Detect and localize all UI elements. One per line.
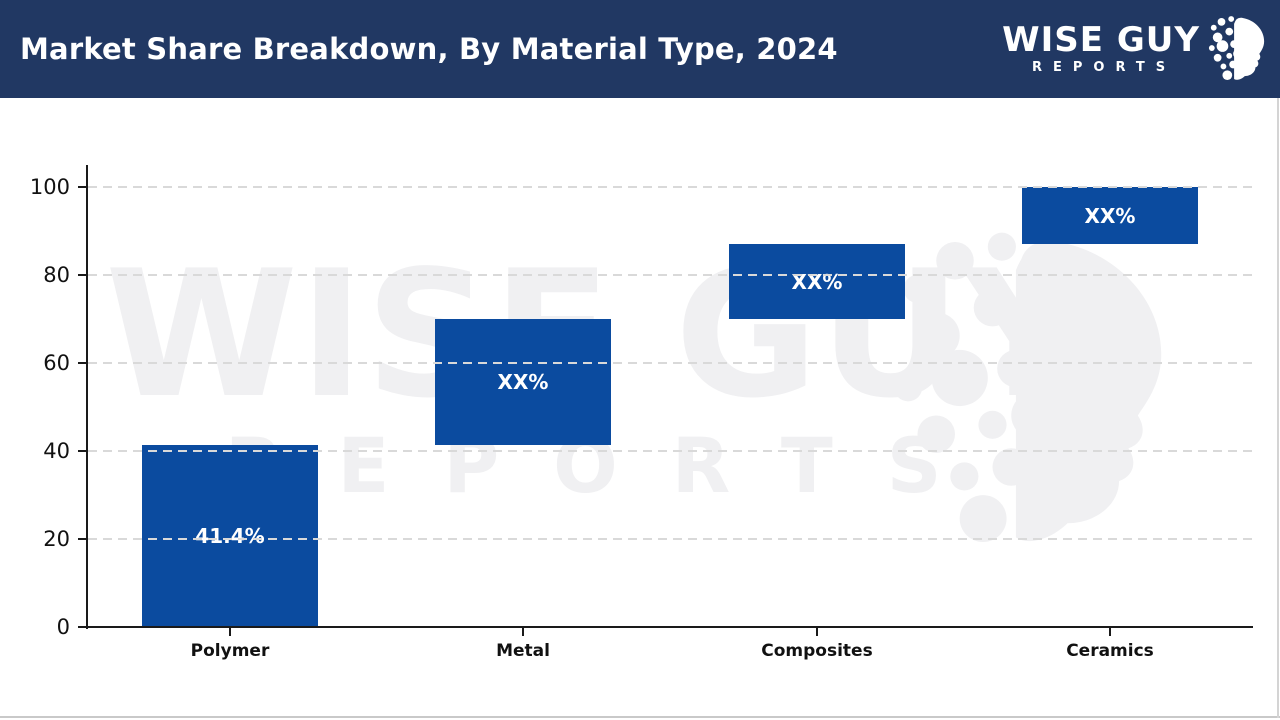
header: Market Share Breakdown, By Material Type… [0, 0, 1280, 98]
bar-value-label: XX% [791, 269, 843, 294]
y-tick-label: 0 [56, 615, 70, 639]
x-tick-label: Polymer [190, 641, 270, 661]
bottom-divider [0, 716, 1280, 718]
x-tick-label: Ceramics [1066, 641, 1154, 661]
y-tick [78, 274, 86, 276]
bar-value-label: XX% [497, 369, 549, 394]
y-tick-label: 20 [43, 527, 70, 551]
logo-head-icon [1208, 16, 1265, 80]
gridline-20 [88, 538, 1253, 540]
bar-value-label: 41.4% [195, 523, 265, 548]
y-tick-label: 80 [43, 263, 70, 287]
gridline-80 [88, 274, 1253, 276]
y-tick-label: 40 [43, 439, 70, 463]
logo-text: WISE GUY REPORTS [1002, 23, 1200, 75]
x-tick [522, 628, 524, 636]
right-divider [1277, 98, 1279, 718]
logo-wordmark: WISE GUY [1002, 20, 1200, 60]
y-tick [78, 538, 86, 540]
logo-subtext: REPORTS [1032, 60, 1177, 75]
x-tick-label: Composites [761, 641, 873, 661]
x-tick [816, 628, 818, 636]
x-tick [229, 628, 231, 636]
y-tick [78, 186, 86, 188]
x-tick-label: Metal [496, 641, 550, 661]
y-tick [78, 362, 86, 364]
bar-metal: XX% [435, 319, 611, 445]
y-tick [78, 626, 86, 628]
y-tick [78, 450, 86, 452]
y-axis-line [86, 165, 88, 629]
brand-logo: WISE GUY REPORTS [1002, 0, 1268, 98]
gridline-60 [88, 362, 1253, 364]
gridline-40 [88, 450, 1253, 452]
page-title: Market Share Breakdown, By Material Type… [20, 32, 838, 66]
bar-polymer: 41.4% [142, 444, 318, 627]
x-tick [1109, 628, 1111, 636]
y-tick-label: 60 [43, 351, 70, 375]
gridline-100 [88, 186, 1253, 188]
y-tick-label: 100 [29, 175, 70, 199]
bar-ceramics: XX% [1022, 187, 1198, 245]
bar-value-label: XX% [1084, 203, 1136, 228]
bar-composites: XX% [729, 244, 905, 319]
x-axis-line [86, 626, 1253, 628]
